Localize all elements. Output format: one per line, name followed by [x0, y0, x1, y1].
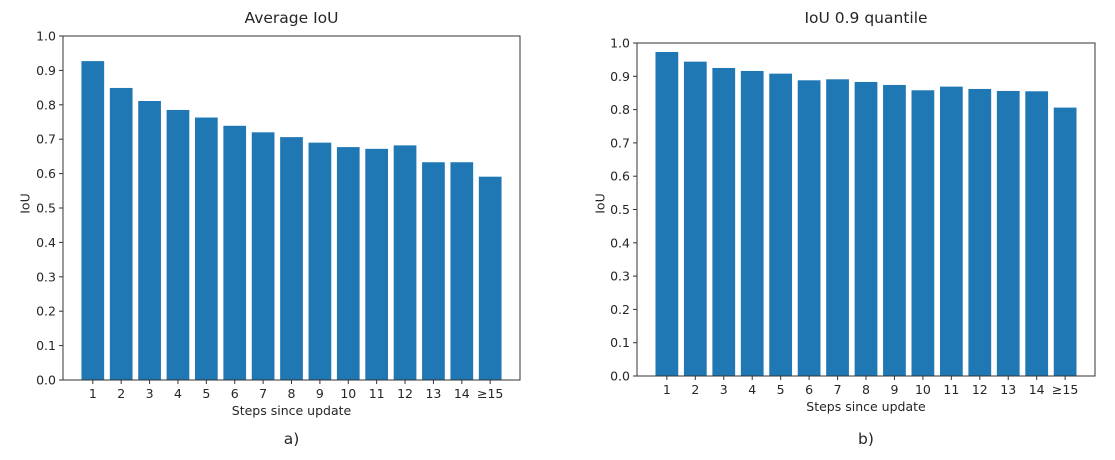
bar-step-8	[854, 81, 878, 376]
x-axis-label: Steps since update	[806, 399, 926, 414]
y-tick-label: 0.8	[36, 97, 56, 112]
x-axis-label: Steps since update	[231, 403, 352, 418]
x-tick-label: 7	[834, 382, 842, 397]
y-tick-label: 0.0	[36, 373, 56, 388]
bar-step-7	[251, 132, 275, 380]
y-tick-label: 0.1	[36, 338, 56, 353]
y-tick-label: 0.9	[36, 63, 56, 78]
bar-step-13	[422, 162, 445, 380]
x-tick-label: 5	[777, 382, 785, 397]
bar-step-8	[280, 137, 303, 380]
y-tick-label: 0.4	[610, 235, 630, 250]
x-tick-label: 14	[454, 386, 470, 401]
bar-step-12	[393, 145, 417, 380]
x-tick-label: 12	[397, 386, 413, 401]
x-tick-label: 3	[720, 382, 728, 397]
x-tick-label: 9	[316, 386, 324, 401]
bar-step-3	[712, 67, 736, 376]
y-tick-label: 0.0	[610, 369, 630, 384]
y-tick-label: 0.2	[36, 304, 56, 319]
x-tick-label: 2	[691, 382, 699, 397]
x-tick-label: 8	[288, 386, 296, 401]
x-tick-label: 1	[663, 382, 671, 397]
x-tick-label: 6	[805, 382, 813, 397]
y-tick-label: 0.3	[36, 269, 56, 284]
bar-step-9	[308, 142, 332, 380]
y-tick-label: 0.6	[610, 169, 630, 184]
x-tick-label: 9	[890, 382, 898, 397]
x-tick-label: 13	[1000, 382, 1016, 397]
x-tick-label: 13	[425, 386, 441, 401]
bar-step-6	[223, 125, 247, 380]
bar-step-1	[81, 61, 105, 380]
x-tick-label: 3	[146, 386, 154, 401]
y-axis-label: IoU	[592, 193, 608, 214]
bar-step-10	[336, 147, 360, 380]
bar-step-11	[365, 148, 389, 380]
plot-area-average-iou: 0.00.10.20.30.40.50.60.70.80.91.01 2 3 4 5 6 7…	[36, 29, 521, 401]
x-tick-label: ≥15	[477, 386, 503, 401]
y-tick-label: 0.5	[610, 202, 630, 217]
chart-title: Average IoU	[244, 9, 339, 27]
y-tick-label: 0.8	[610, 102, 630, 117]
y-tick-label: 0.7	[36, 132, 56, 147]
bar-step-4	[740, 70, 764, 377]
chart-title: IoU 0.9 quantile	[804, 9, 928, 27]
bar-step-14	[450, 162, 474, 380]
x-tick-label: 12	[972, 382, 988, 397]
x-tick-label: 14	[1029, 382, 1045, 397]
x-tick-label: 7	[259, 386, 267, 401]
bar-step-9	[883, 84, 906, 376]
x-tick-label: 10	[915, 382, 931, 397]
bar-step-11	[939, 86, 963, 377]
bar-step-4	[166, 109, 190, 381]
x-tick-label: 11	[369, 386, 385, 401]
bar-step-5	[769, 73, 793, 377]
y-tick-label: 0.5	[36, 201, 56, 216]
subfigure-iou-quantile: 0.0 0.1 0.2 0.3 0.4 0.5 0.6 0.7 0.8 0.9 1.0 1 2 3 4 5 6 7…	[557, 0, 1115, 460]
bar-step-2	[109, 87, 133, 380]
y-axis-label: IoU	[17, 193, 33, 214]
y-tick-label: 0.7	[610, 135, 630, 150]
x-tick-label: 10	[340, 386, 356, 401]
bar-step-≥15	[1053, 107, 1077, 377]
y-tick-label: 1.0	[36, 29, 56, 44]
bar-step-12	[968, 88, 992, 376]
bar-step-3	[138, 101, 161, 381]
bar-step-7	[826, 79, 849, 376]
x-tick-label: 11	[943, 382, 959, 397]
bar-step-10	[911, 90, 935, 376]
bar-step-13	[996, 90, 1020, 377]
bar-step-≥15	[478, 176, 502, 380]
subfigure-caption: a)	[283, 430, 300, 448]
bar-step-2	[683, 61, 707, 376]
y-tick-label: 0.4	[36, 235, 56, 250]
plot-area-iou-quantile: 0.00.10.20.30.40.50.60.70.80.91.01 2 3 4 5 6 7…	[610, 36, 1096, 397]
x-tick-label: 2	[117, 386, 125, 401]
x-tick-label: 5	[202, 386, 210, 401]
bar-step-6	[797, 80, 821, 377]
x-tick-label: 1	[89, 386, 97, 401]
y-tick-label: 0.1	[610, 335, 630, 350]
subfigure-average-iou: 0.0 0.1 0.2 0.3 0.4 0.5 0.6 0.7 0.8 0.9 1.0 1 2 3 4 5 6 7…	[0, 0, 557, 460]
x-tick-label: 6	[231, 386, 239, 401]
x-tick-label: 4	[748, 382, 756, 397]
y-tick-label: 0.2	[610, 302, 630, 317]
bar-step-5	[194, 117, 218, 380]
y-tick-label: 0.6	[36, 166, 56, 181]
y-tick-label: 0.9	[610, 69, 630, 84]
x-tick-label: ≥15	[1052, 382, 1078, 397]
subfigure-caption: b)	[858, 430, 874, 448]
x-tick-label: 8	[862, 382, 870, 397]
bar-step-1	[655, 51, 679, 377]
y-tick-label: 1.0	[610, 36, 630, 51]
x-tick-label: 4	[174, 386, 182, 401]
y-tick-label: 0.3	[610, 269, 630, 284]
bar-step-14	[1025, 91, 1049, 376]
